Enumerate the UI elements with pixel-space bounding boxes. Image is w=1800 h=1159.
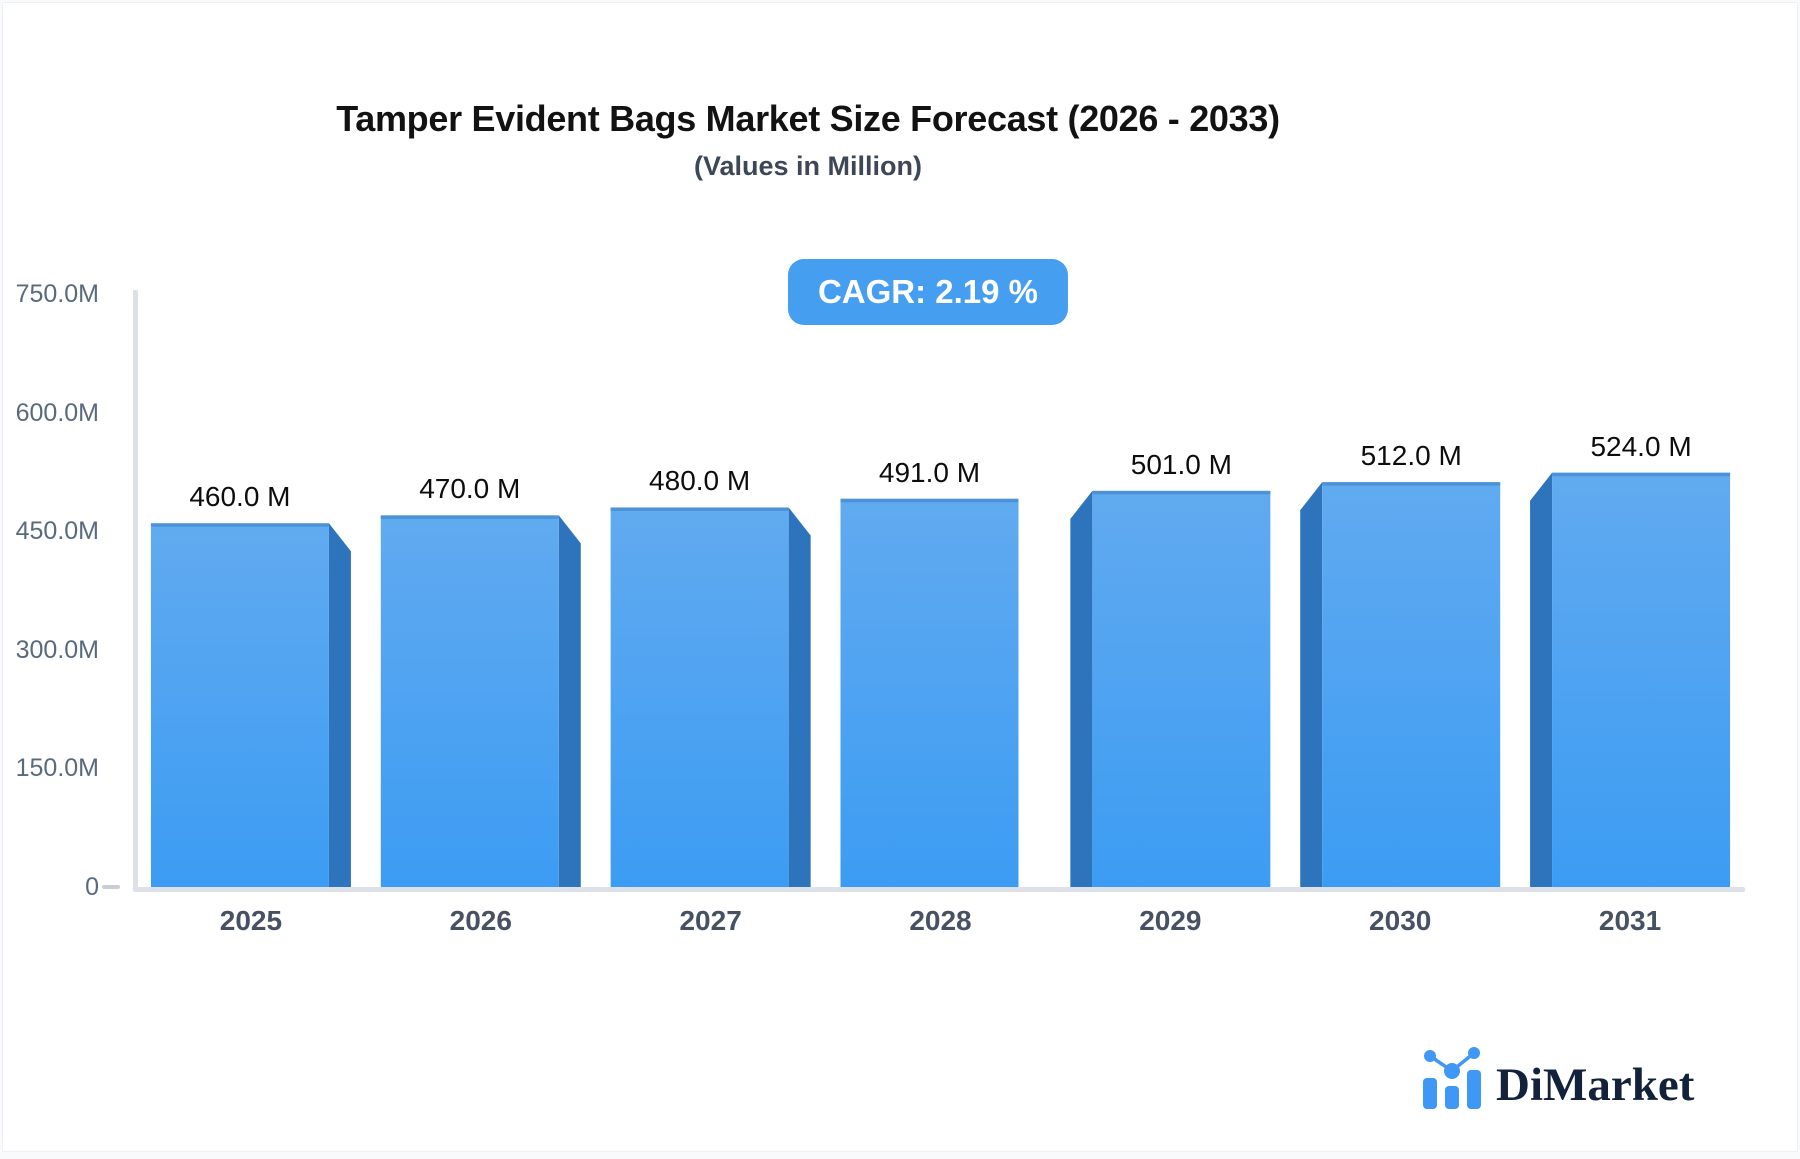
y-tick-label: 600.0M xyxy=(15,398,99,427)
chart-subtitle: (Values in Million) xyxy=(693,151,923,181)
bar-value-label: 524.0 M xyxy=(1590,430,1692,462)
y-axis-zero-tick xyxy=(102,885,120,889)
bar-2029[interactable] xyxy=(1070,490,1271,887)
x-tick-label: 2030 xyxy=(1369,905,1432,936)
bar-side-face xyxy=(788,507,811,887)
x-tick-label: 2029 xyxy=(1139,905,1202,936)
bar-top-edge xyxy=(610,507,789,511)
bar-value-label: 480.0 M xyxy=(649,465,751,497)
bar-2028[interactable] xyxy=(840,498,1019,887)
y-tick-label: 0 xyxy=(85,873,99,901)
bar-top-edge xyxy=(1322,482,1501,486)
bar-value-label: 501.0 M xyxy=(1130,448,1232,480)
bar-2031[interactable] xyxy=(1530,472,1731,887)
bar-value-label: 460.0 M xyxy=(189,481,291,513)
bar-side-face xyxy=(558,515,581,887)
bars-layer xyxy=(150,472,1731,887)
bar-top-edge xyxy=(1092,490,1271,495)
bar-2025[interactable] xyxy=(150,523,351,887)
bar-front-face xyxy=(150,523,329,887)
dimarket-logo-icon xyxy=(1423,1047,1481,1109)
bar-front-face xyxy=(1092,490,1271,887)
x-tick-label: 2031 xyxy=(1598,905,1662,936)
bar-side-face xyxy=(1300,482,1323,887)
bar-2026[interactable] xyxy=(380,515,581,887)
x-tick-label: 2025 xyxy=(219,905,283,936)
y-axis-line xyxy=(133,290,138,891)
bar-2030[interactable] xyxy=(1300,482,1501,887)
chart-title: Tamper Evident Bags Market Size Forecast… xyxy=(336,98,1280,139)
x-tick-label: 2027 xyxy=(679,905,742,936)
brand-logo: DiMarket xyxy=(1416,1039,1694,1111)
brand-name: DiMarket xyxy=(1496,1059,1695,1111)
bar-side-face xyxy=(328,523,351,887)
bar-top-edge xyxy=(840,498,1019,503)
bar-value-label: 470.0 M xyxy=(419,473,521,505)
y-tick-label: 300.0M xyxy=(15,635,99,664)
bar-side-face xyxy=(1070,490,1093,887)
bar-top-edge xyxy=(150,523,329,527)
bar-top-edge xyxy=(380,515,559,519)
bar-value-label: 512.0 M xyxy=(1360,440,1462,472)
y-tick-label: 450.0M xyxy=(15,517,99,546)
bar-chart-plot: 750.0M 600.0M 450.0M 300.0M 150.0M 0 460.0 M 20… xyxy=(3,3,1797,1151)
bar-front-face xyxy=(840,498,1019,887)
bar-front-face xyxy=(610,507,789,887)
x-tick-label: 2028 xyxy=(909,905,972,936)
bar-side-face xyxy=(1530,472,1553,887)
bar-value-label: 491.0 M xyxy=(878,456,981,488)
x-tick-label: 2026 xyxy=(449,905,512,936)
y-tick-label: 150.0M xyxy=(15,754,99,783)
bar-top-edge xyxy=(1552,472,1731,477)
x-axis-line xyxy=(133,887,1745,892)
cagr-badge: CAGR: 2.19 % xyxy=(787,259,1069,325)
bar-front-face xyxy=(1322,482,1501,887)
bar-2027[interactable] xyxy=(610,507,811,887)
bar-front-face xyxy=(380,515,559,887)
bar-front-face xyxy=(1552,472,1731,887)
y-tick-label: 750.0M xyxy=(15,280,99,308)
